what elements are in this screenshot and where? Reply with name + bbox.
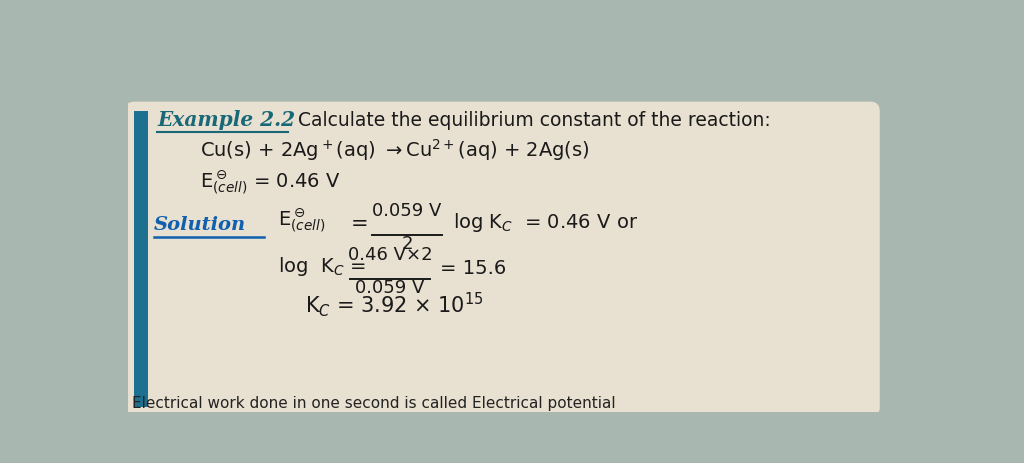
Text: log K$_C$  = 0.46 V or: log K$_C$ = 0.46 V or [454,211,639,234]
Text: 0.059 V: 0.059 V [373,202,441,220]
Text: Electrical work done in one second is called Electrical potential: Electrical work done in one second is ca… [132,395,615,411]
Text: Example 2.2: Example 2.2 [158,110,296,130]
Text: E$^\ominus_{(cell)}$: E$^\ominus_{(cell)}$ [278,206,325,234]
Text: E$^\ominus_{(cell)}$ = 0.46 V: E$^\ominus_{(cell)}$ = 0.46 V [200,168,341,195]
Text: =: = [351,214,369,234]
Text: 0.059 V: 0.059 V [355,278,425,296]
Text: Cu(s) + 2Ag$^+$(aq) $\rightarrow$Cu$^{2+}$(aq) + 2Ag(s): Cu(s) + 2Ag$^+$(aq) $\rightarrow$Cu$^{2+… [200,137,590,163]
Text: log  K$_C$ =: log K$_C$ = [278,255,366,278]
Text: K$_C$ = 3.92 × 10$^{15}$: K$_C$ = 3.92 × 10$^{15}$ [305,289,483,319]
Text: 2: 2 [401,234,413,252]
FancyBboxPatch shape [125,102,880,417]
Text: Calculate the equilibrium constant of the reaction:: Calculate the equilibrium constant of th… [299,111,771,130]
Text: = 15.6: = 15.6 [440,259,507,278]
Bar [134,112,148,407]
Text: 0.46 V×2: 0.46 V×2 [347,246,432,264]
Text: Solution: Solution [154,216,246,234]
